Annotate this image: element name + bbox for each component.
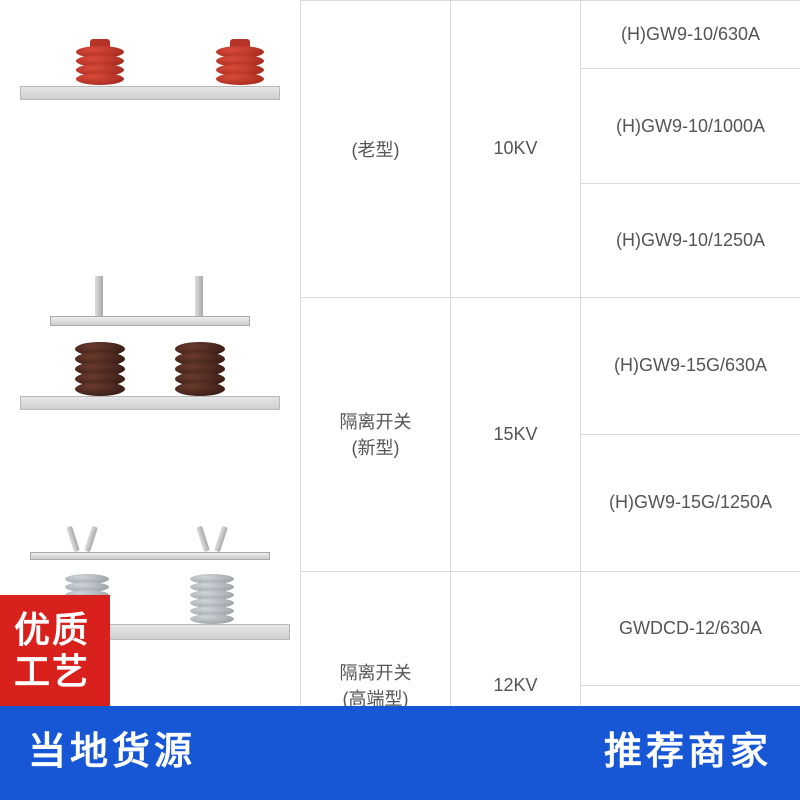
spec-table: (老型) 10KV (H)GW9-10/630A (H)GW9-10/1000A… — [300, 0, 800, 800]
type-subtitle: (老型) — [307, 136, 444, 162]
table-row: 隔离开关 (高端型) 12KV GWDCD-12/630A — [301, 571, 800, 685]
insulator-icon — [216, 41, 264, 85]
spec-table-wrapper: (老型) 10KV (H)GW9-10/630A (H)GW9-10/1000A… — [300, 0, 800, 800]
insulator-icon — [190, 576, 234, 624]
insulator-icon — [175, 346, 225, 396]
page-root: (老型) 10KV (H)GW9-10/630A (H)GW9-10/1000A… — [0, 0, 800, 800]
table-row: (老型) 10KV (H)GW9-10/630A — [301, 1, 800, 69]
switch-arm-icon — [95, 276, 103, 316]
footer-left-text: 当地货源 — [28, 731, 196, 775]
cell-voltage: 15KV — [451, 297, 581, 571]
cell-model: (H)GW9-15G/630A — [581, 297, 800, 434]
top-bar-icon — [50, 316, 250, 326]
base-plate — [20, 86, 280, 100]
insulator-icon — [75, 346, 125, 396]
badge-line: 优质 — [14, 609, 90, 650]
cell-type: (老型) — [301, 1, 451, 298]
type-label: 隔离开关 — [307, 659, 444, 685]
type-label: 隔离开关 — [307, 408, 444, 434]
contact-icon — [68, 526, 96, 552]
cell-model: (H)GW9-10/1250A — [581, 183, 800, 297]
base-plate — [20, 396, 280, 410]
cell-model: (H)GW9-15G/1250A — [581, 434, 800, 571]
switch-arm-icon — [195, 276, 203, 316]
top-bar-icon — [30, 552, 270, 560]
cell-model: GWDCD-12/630A — [581, 571, 800, 685]
product-image-old-type — [0, 0, 300, 100]
product-image-new-type — [0, 240, 300, 440]
type-subtitle: (新型) — [307, 434, 444, 460]
cell-voltage: 10KV — [451, 1, 581, 298]
footer-right-text: 推荐商家 — [604, 731, 772, 775]
cell-model: (H)GW9-10/630A — [581, 1, 800, 69]
footer-banner: 当地货源 推荐商家 — [0, 706, 800, 800]
contact-icon — [198, 526, 226, 552]
badge-line: 工艺 — [14, 651, 90, 692]
table-row: 隔离开关 (新型) 15KV (H)GW9-15G/630A — [301, 297, 800, 434]
cell-model: (H)GW9-10/1000A — [581, 69, 800, 183]
quality-badge: 优质 工艺 — [0, 595, 110, 706]
cell-type: 隔离开关 (新型) — [301, 297, 451, 571]
insulator-icon — [76, 41, 124, 85]
